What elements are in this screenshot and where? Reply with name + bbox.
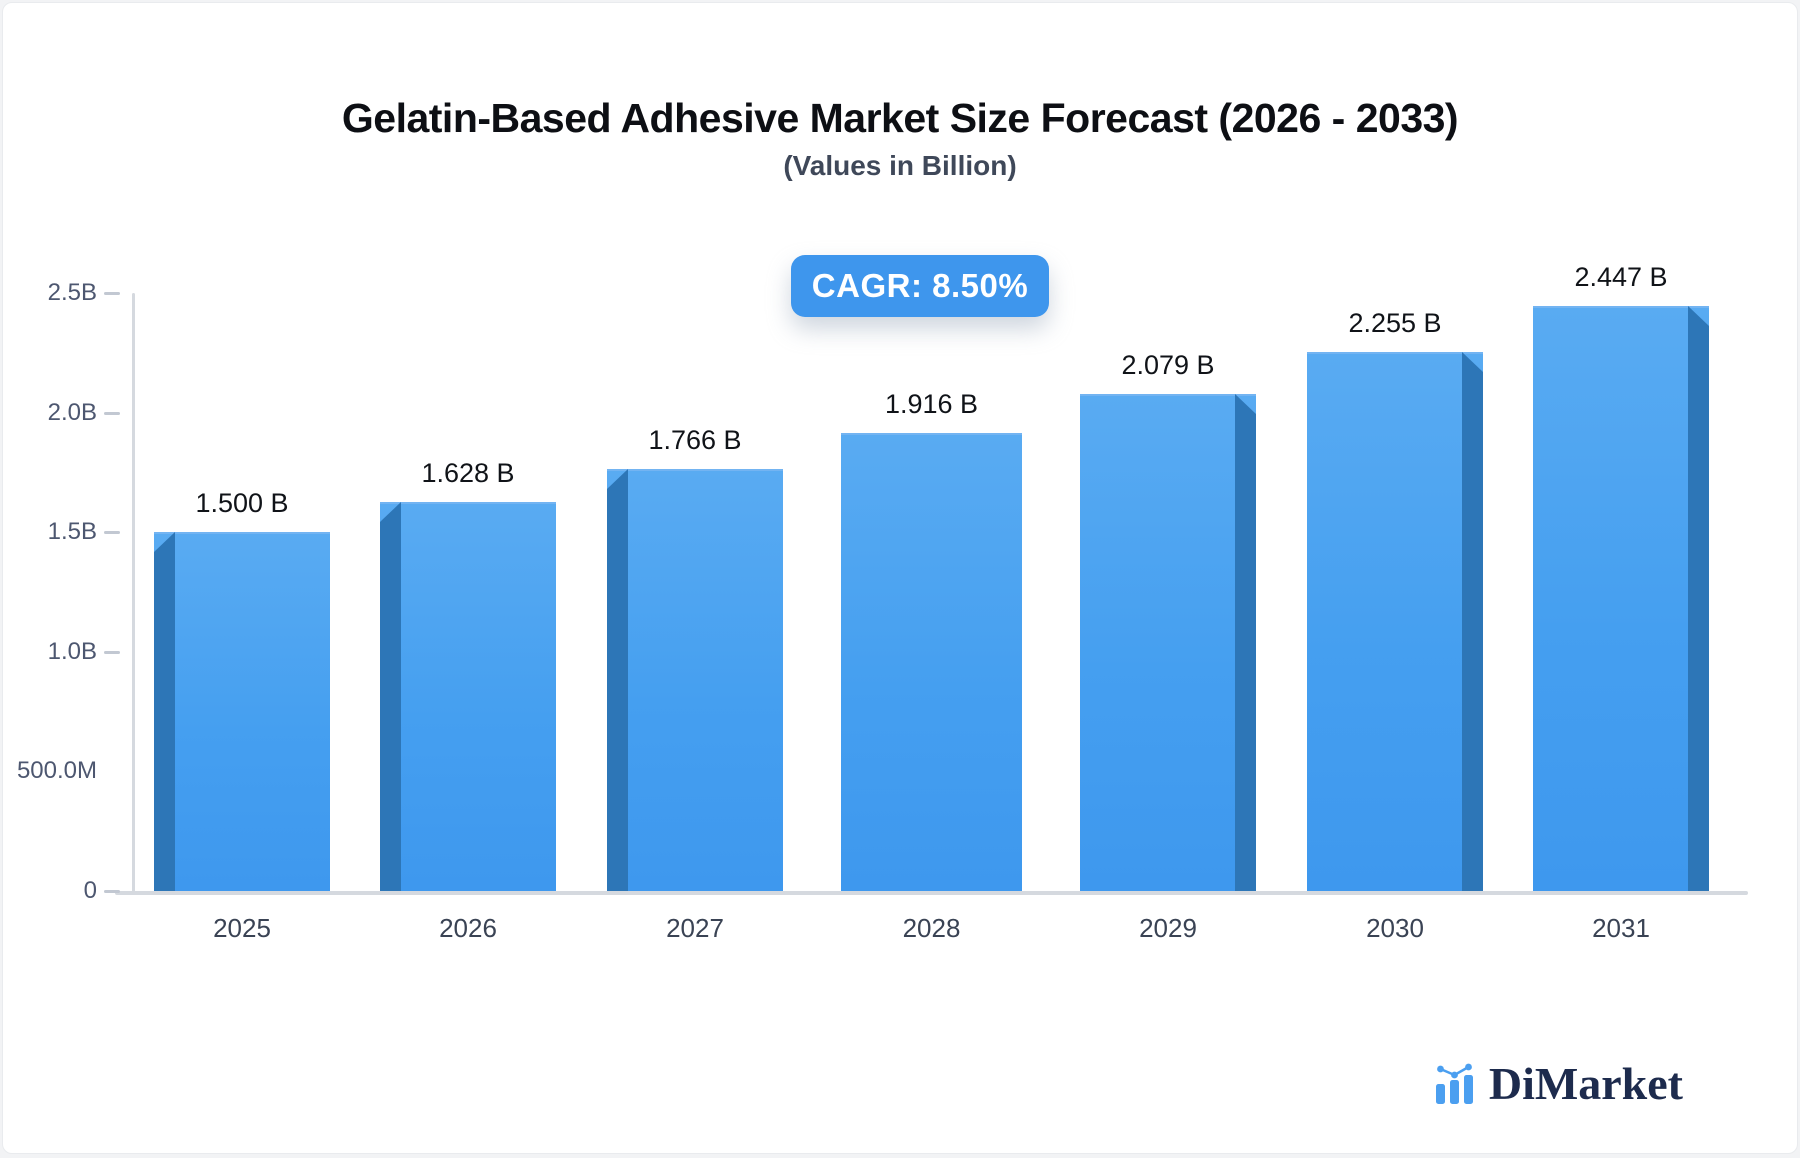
bar-front-face [380, 502, 556, 891]
bar-value-label: 1.628 B [421, 458, 515, 488]
y-axis-tick-mark [104, 292, 120, 295]
x-axis-line [115, 891, 1748, 895]
chart-title: Gelatin-Based Adhesive Market Size Forec… [341, 95, 1459, 141]
bar-front-face [154, 532, 330, 891]
x-axis-tick-label: 2026 [439, 913, 497, 943]
bar-2031[interactable] [1512, 306, 1709, 891]
bar-side-face [154, 532, 175, 891]
bar-value-label: 1.916 B [884, 389, 979, 419]
y-axis-tick-label: 2.5B [47, 279, 97, 306]
bar-side-face [1462, 352, 1483, 891]
y-axis-line [132, 293, 135, 893]
bar-side-face [607, 469, 628, 891]
y-axis-tick-label: 0 [83, 877, 97, 904]
bar-side-face [1235, 394, 1256, 891]
bar-chart: 2.5B 2.0B 1.5B 1.0B 500.0M 0 1.500 B 2025 1.628 … [3, 3, 1797, 1153]
y-axis-tick-mark [104, 411, 120, 415]
bar-front-face [1533, 306, 1709, 891]
bar-value-label: 2.079 B [1121, 350, 1215, 380]
bar-side-face [380, 502, 401, 891]
y-axis-tick-label: 1.0B [47, 637, 97, 665]
bar-2027[interactable] [607, 469, 804, 891]
y-axis-tick-mark [104, 531, 120, 535]
bar-2030[interactable] [1286, 352, 1483, 891]
y-axis-tick-label: 1.5B [47, 518, 97, 546]
bar-2026[interactable] [380, 502, 577, 891]
bar-2028[interactable] [833, 433, 1030, 891]
bar-value-label: 2.447 B [1574, 262, 1668, 292]
brand-name: DiMarket [1488, 1058, 1683, 1109]
bar-front-face [1307, 352, 1483, 891]
bar-front-face [1080, 394, 1256, 891]
x-axis-tick-label: 2031 [1592, 913, 1650, 943]
bar-value-label: 2.255 B [1348, 308, 1442, 338]
y-axis-tick-label: 2.0B [47, 398, 97, 426]
bar-side-face [1688, 306, 1709, 891]
bar-2029[interactable] [1059, 394, 1256, 891]
chart-subtitle: (Values in Billion) [783, 150, 1017, 181]
x-axis-tick-label: 2030 [1366, 913, 1424, 943]
cagr-badge: CAGR: 8.50% [791, 255, 1049, 317]
bar-front-face [607, 469, 783, 891]
x-axis-tick-label: 2028 [902, 913, 961, 943]
x-axis-tick-label: 2025 [213, 913, 271, 943]
bar-value-label: 1.500 B [195, 488, 289, 518]
y-axis-tick-mark [104, 650, 120, 654]
y-axis-tick-label: 500.0M [16, 757, 97, 785]
bar-line-chart-icon [1435, 1063, 1473, 1104]
bar-value-label: 1.766 B [648, 425, 742, 455]
bar-2025[interactable] [154, 532, 351, 891]
x-axis-tick-label: 2029 [1139, 913, 1197, 943]
y-axis-tick-mark [104, 890, 120, 893]
x-axis-tick-label: 2027 [666, 913, 724, 943]
bar-front-face [841, 433, 1022, 891]
brand-logo: DiMarket [1433, 1061, 1683, 1107]
